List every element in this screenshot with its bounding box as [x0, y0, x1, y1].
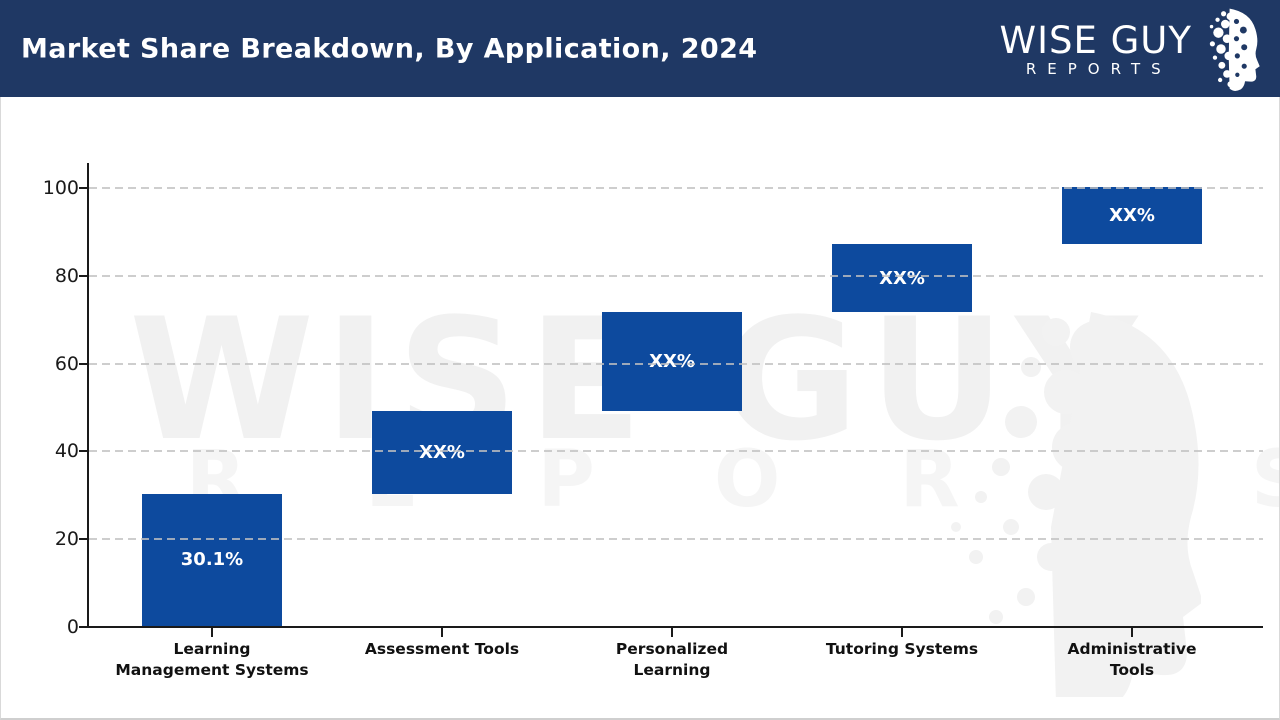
x-tick-mark [1131, 628, 1133, 637]
page-title: Market Share Breakdown, By Application, … [21, 33, 758, 64]
x-tick-mark [441, 628, 443, 637]
bar-value-label: XX% [1109, 205, 1155, 227]
plot-area: 0 20 40 60 80 100 30.1% Learning Management Sys… [1, 97, 1279, 718]
x-category-label-personalized-learning: Personalized Learning [615, 640, 729, 680]
bar-value-label: XX% [879, 267, 925, 289]
bar-value-label: XX% [649, 350, 695, 372]
logo-wordmark: WISE GUY [999, 18, 1192, 62]
y-tick-label: 0 [66, 616, 79, 638]
y-tick-label: 60 [54, 352, 79, 375]
y-tick-mark [79, 187, 87, 189]
y-tick-label: 80 [54, 264, 79, 287]
gridline [89, 450, 1263, 453]
y-tick-mark [79, 538, 87, 541]
gridline [89, 274, 1263, 277]
gridline [89, 538, 1263, 541]
logo-text: WISE GUY REPORTS [1000, 22, 1192, 77]
bar-learning-management-systems: 30.1% [142, 493, 282, 626]
x-category-label-tutoring-systems: Tutoring Systems [825, 640, 979, 658]
y-tick-mark [79, 362, 87, 365]
x-category-label-learning-management-systems: Learning Management Systems [115, 640, 309, 680]
x-category-label-administrative-tools: Administrative Tools [1067, 640, 1197, 680]
head-silhouette-icon [1209, 8, 1260, 91]
bar-tutoring-systems: XX% [832, 244, 972, 313]
header-banner: Market Share Breakdown, By Application, … [0, 0, 1280, 97]
bar-administrative-tools: XX% [1062, 187, 1202, 245]
y-tick-label: 40 [54, 440, 79, 463]
x-axis-line [87, 626, 1263, 628]
bar-personalized-learning: XX% [602, 312, 742, 411]
logo-subtitle: REPORTS [1025, 59, 1172, 78]
y-tick-mark [79, 626, 87, 628]
gridline [89, 187, 1263, 189]
x-tick-mark [671, 628, 673, 637]
x-tick-mark [901, 628, 903, 637]
chart-canvas: WISE GUY R E P O R T S 0 20 40 60 80 100 30.1%… [0, 97, 1280, 720]
x-tick-mark [211, 628, 213, 637]
x-category-label-assessment-tools: Assessment Tools [364, 640, 520, 658]
y-axis-line [87, 163, 89, 628]
y-tick-mark [79, 450, 87, 453]
wise-guy-reports-logo: WISE GUY REPORTS [1000, 6, 1264, 92]
y-tick-label: 20 [54, 528, 79, 551]
bar-value-label: 30.1% [180, 549, 244, 571]
gridline [89, 362, 1263, 365]
watermark-head-icon [951, 312, 1201, 697]
y-tick-label: 100 [42, 177, 79, 199]
y-tick-mark [79, 274, 87, 277]
